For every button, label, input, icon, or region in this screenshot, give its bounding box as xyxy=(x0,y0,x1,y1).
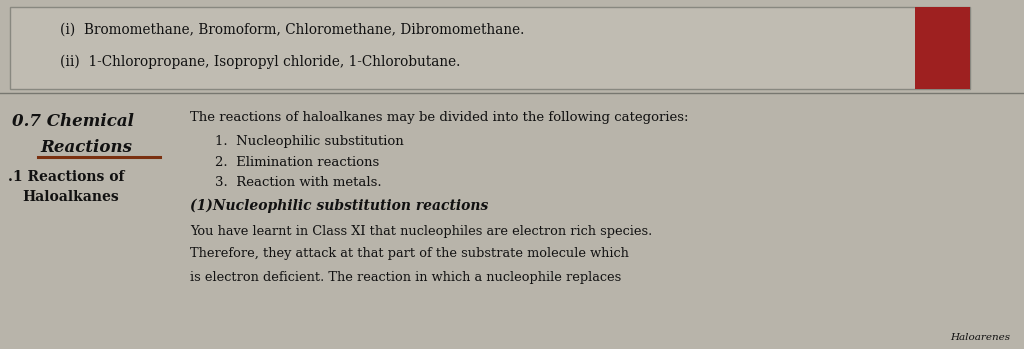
Text: is electron deficient. The reaction in which a nucleophile replaces: is electron deficient. The reaction in w… xyxy=(190,270,622,283)
Text: (1)Nucleophilic substitution reactions: (1)Nucleophilic substitution reactions xyxy=(190,199,488,213)
Text: Haloalkanes: Haloalkanes xyxy=(22,190,119,204)
Text: (i)  Bromomethane, Bromoform, Chloromethane, Dibromomethane.: (i) Bromomethane, Bromoform, Chlorometha… xyxy=(60,23,524,37)
Text: .1 Reactions of: .1 Reactions of xyxy=(8,170,125,184)
Bar xyxy=(915,7,970,89)
Text: You have learnt in Class XI that nucleophiles are electron rich species.: You have learnt in Class XI that nucleop… xyxy=(190,224,652,238)
Text: 2.  Elimination reactions: 2. Elimination reactions xyxy=(215,156,379,169)
FancyBboxPatch shape xyxy=(10,7,970,89)
Text: (ii)  1-Chloropropane, Isopropyl chloride, 1-Chlorobutane.: (ii) 1-Chloropropane, Isopropyl chloride… xyxy=(60,55,461,69)
Text: 1.  Nucleophilic substitution: 1. Nucleophilic substitution xyxy=(215,134,403,148)
Text: Therefore, they attack at that part of the substrate molecule which: Therefore, they attack at that part of t… xyxy=(190,247,629,260)
Text: 0.7 Chemical: 0.7 Chemical xyxy=(12,112,134,129)
Text: The reactions of haloalkanes may be divided into the following categories:: The reactions of haloalkanes may be divi… xyxy=(190,111,688,124)
Text: Haloarenes: Haloarenes xyxy=(950,333,1010,342)
Text: 3.  Reaction with metals.: 3. Reaction with metals. xyxy=(215,177,382,190)
Text: Reactions: Reactions xyxy=(40,139,132,156)
